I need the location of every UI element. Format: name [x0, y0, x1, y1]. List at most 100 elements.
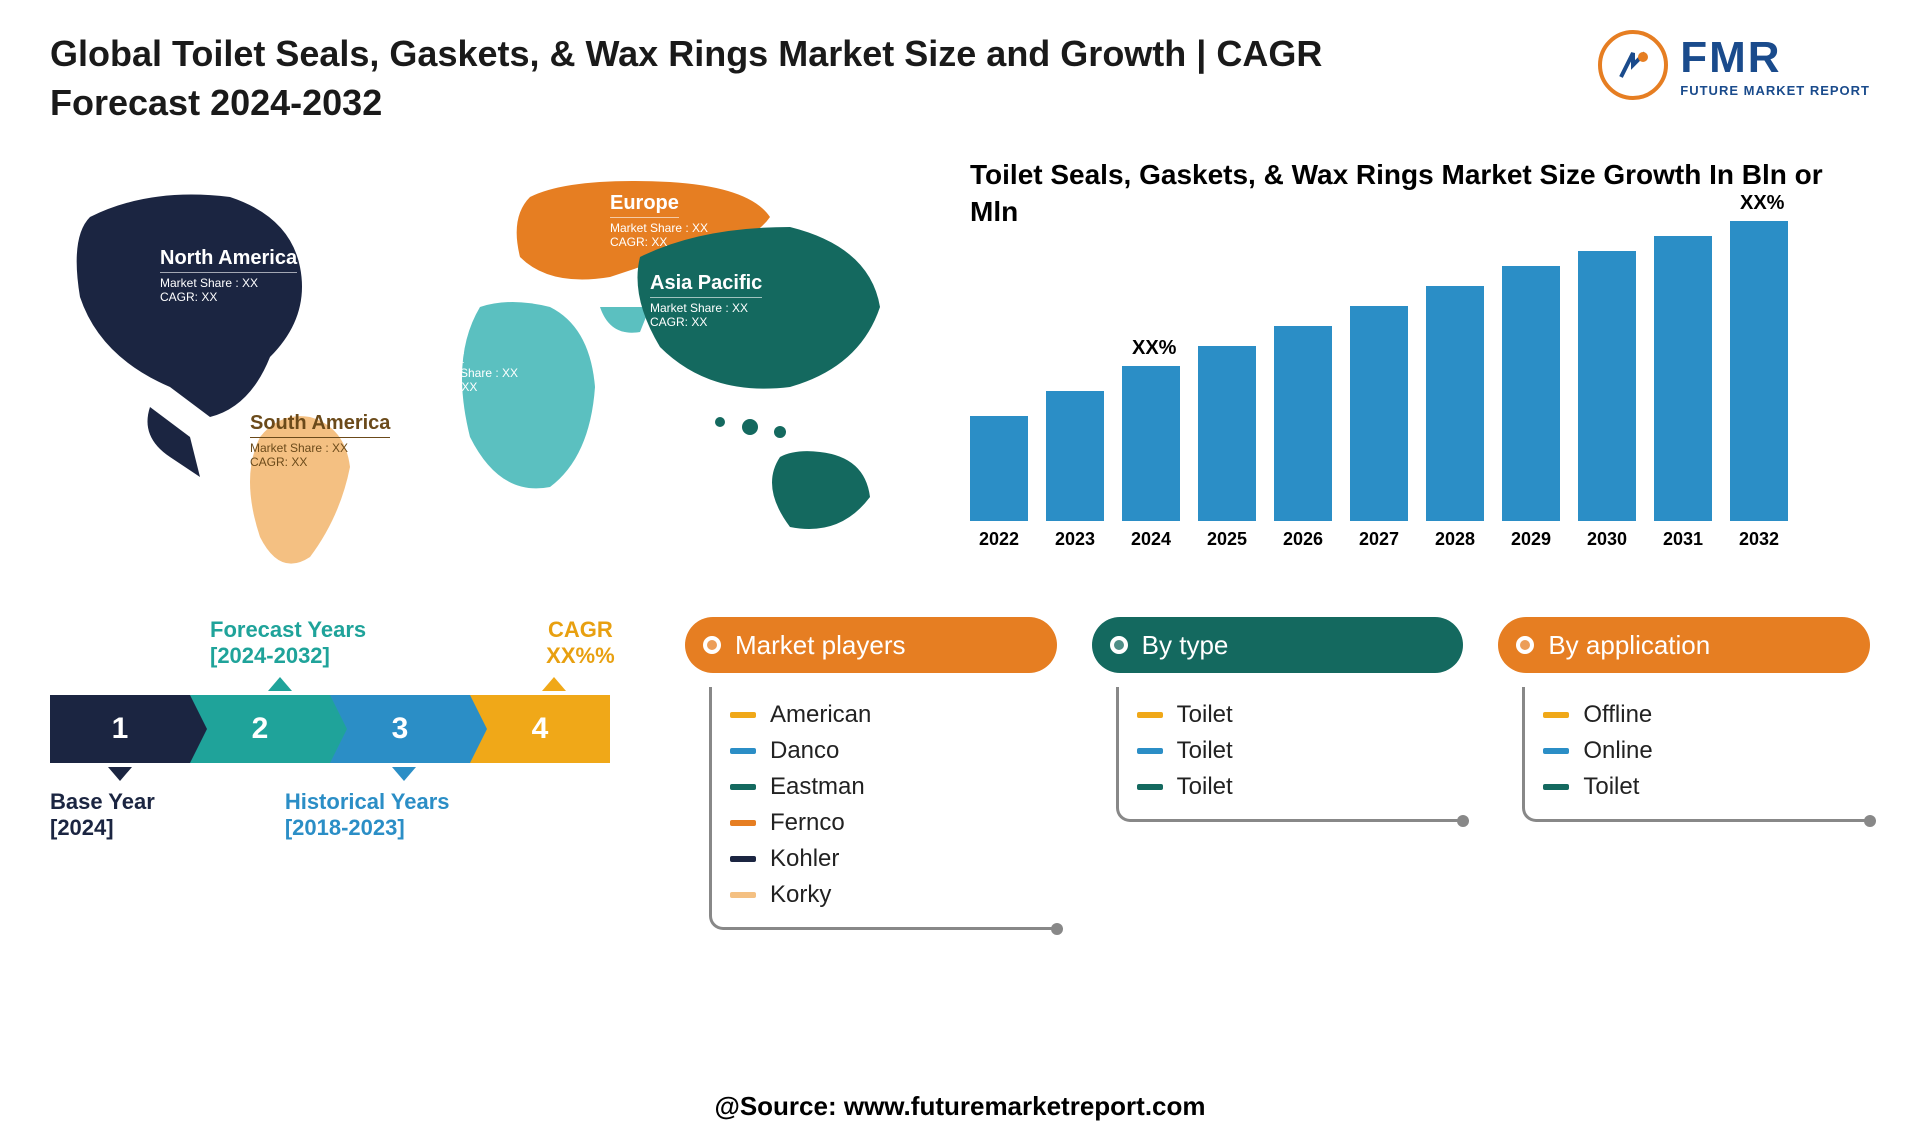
bar-wrap: 2028 [1426, 286, 1484, 550]
region-north-america: North America Market Share : XX CAGR: XX [160, 247, 297, 304]
dash-icon [730, 712, 756, 718]
list-item-label: Online [1583, 737, 1652, 765]
dash-icon [1543, 784, 1569, 790]
bar [1198, 346, 1256, 521]
base-year-label: Base Year [2024] [50, 789, 155, 841]
segment-list: AmericanDancoEastmanFerncoKohlerKorky [709, 687, 1057, 930]
segment-header-text: By type [1142, 630, 1229, 661]
dash-icon [1137, 712, 1163, 718]
dash-icon [1137, 748, 1163, 754]
list-item-label: Korky [770, 881, 831, 909]
timeline-seg-3: 3 [330, 695, 470, 763]
by-application-block: By application Offline Online Toilet [1498, 617, 1870, 822]
timeline-seg-4: 4 [470, 695, 610, 763]
segment-list: Offline Online Toilet [1522, 687, 1870, 822]
bar [1426, 286, 1484, 521]
by-type-block: By type Toilet Toilet Toilet [1092, 617, 1464, 822]
region-name: MEA [420, 337, 464, 363]
list-item: American [730, 697, 1057, 733]
bar [1578, 251, 1636, 521]
list-item: Toilet [1543, 769, 1870, 805]
segment-header: By type [1092, 617, 1464, 673]
list-item-label: Offline [1583, 701, 1652, 729]
list-item: Kohler [730, 841, 1057, 877]
region-cagr: CAGR: XX [650, 315, 762, 329]
timeline-bar: 1 2 3 4 [50, 695, 610, 763]
bar [970, 416, 1028, 521]
bar-value-label: XX% [1740, 192, 1784, 215]
bar-wrap: 2030 [1578, 251, 1636, 550]
dash-icon [730, 748, 756, 754]
historical-label: Historical Years [2018-2023] [285, 789, 450, 841]
list-item-label: Toilet [1177, 737, 1233, 765]
cagr-arrow-icon [542, 677, 566, 691]
growth-chart: Toilet Seals, Gaskets, & Wax Rings Marke… [970, 157, 1870, 577]
segment-header-text: Market players [735, 630, 906, 661]
bar-year-label: 2026 [1283, 529, 1323, 550]
bar-year-label: 2029 [1511, 529, 1551, 550]
list-item: Offline [1543, 697, 1870, 733]
bar-year-label: 2031 [1663, 529, 1703, 550]
segment-header: Market players [685, 617, 1057, 673]
region-share: Market Share : XX [650, 301, 762, 315]
bar [1274, 326, 1332, 521]
region-cagr: CAGR: XX [420, 380, 518, 394]
page-title: Global Toilet Seals, Gaskets, & Wax Ring… [50, 30, 1350, 127]
segment-header: By application [1498, 617, 1870, 673]
bar-wrap: 2031 [1654, 236, 1712, 550]
region-name: Asia Pacific [650, 272, 762, 298]
region-name: North America [160, 247, 297, 273]
list-item: Eastman [730, 769, 1057, 805]
region-name: Europe [610, 192, 679, 218]
list-item-label: Toilet [1177, 701, 1233, 729]
forecast-arrow-icon [268, 677, 292, 691]
chart-title: Toilet Seals, Gaskets, & Wax Rings Marke… [970, 157, 1870, 230]
logo: FMR FUTURE MARKET REPORT [1598, 30, 1870, 100]
bar-wrap: 2025 [1198, 346, 1256, 550]
segment-header-text: By application [1548, 630, 1710, 661]
bar-wrap: 2032 [1730, 221, 1788, 550]
dash-icon [730, 784, 756, 790]
list-item-label: Toilet [1583, 773, 1639, 801]
region-south-america: South America Market Share : XX CAGR: XX [250, 412, 390, 469]
bar [1350, 306, 1408, 521]
region-share: Market Share : XX [420, 366, 518, 380]
region-cagr: CAGR: XX [160, 290, 297, 304]
hist-arrow-icon [392, 767, 416, 781]
bar [1502, 266, 1560, 521]
forecast-label: Forecast Years [2024-2032] [210, 617, 366, 669]
bar-year-label: 2024 [1131, 529, 1171, 550]
region-share: Market Share : XX [250, 441, 390, 455]
list-item-label: Kohler [770, 845, 839, 873]
bullet-icon [1110, 636, 1128, 654]
bar-year-label: 2030 [1587, 529, 1627, 550]
bar-year-label: 2028 [1435, 529, 1475, 550]
region-share: Market Share : XX [160, 276, 297, 290]
bar [1122, 366, 1180, 521]
list-item: Toilet [1137, 697, 1464, 733]
bar [1730, 221, 1788, 521]
world-map: North America Market Share : XX CAGR: XX… [50, 157, 930, 577]
bar-wrap: 2026 [1274, 326, 1332, 550]
list-item: Korky [730, 877, 1057, 913]
region-cagr: CAGR: XX [610, 235, 708, 249]
list-item-label: American [770, 701, 871, 729]
list-item-label: Eastman [770, 773, 865, 801]
timeline-block: Forecast Years [2024-2032] CAGR XX%% 1 2… [50, 617, 650, 841]
region-cagr: CAGR: XX [250, 455, 390, 469]
bar-wrap: 2024 [1122, 366, 1180, 550]
dash-icon [730, 892, 756, 898]
list-item: Fernco [730, 805, 1057, 841]
base-arrow-icon [108, 767, 132, 781]
bar-year-label: 2023 [1055, 529, 1095, 550]
segment-list: Toilet Toilet Toilet [1116, 687, 1464, 822]
dash-icon [730, 820, 756, 826]
region-asia-pacific: Asia Pacific Market Share : XX CAGR: XX [650, 272, 762, 329]
region-share: Market Share : XX [610, 221, 708, 235]
market-players-block: Market playersAmericanDancoEastmanFernco… [685, 617, 1057, 930]
logo-main: FMR [1680, 33, 1870, 83]
list-item: Online [1543, 733, 1870, 769]
list-item: Toilet [1137, 769, 1464, 805]
region-europe: Europe Market Share : XX CAGR: XX [610, 192, 708, 249]
bar-wrap: 2022 [970, 416, 1028, 550]
